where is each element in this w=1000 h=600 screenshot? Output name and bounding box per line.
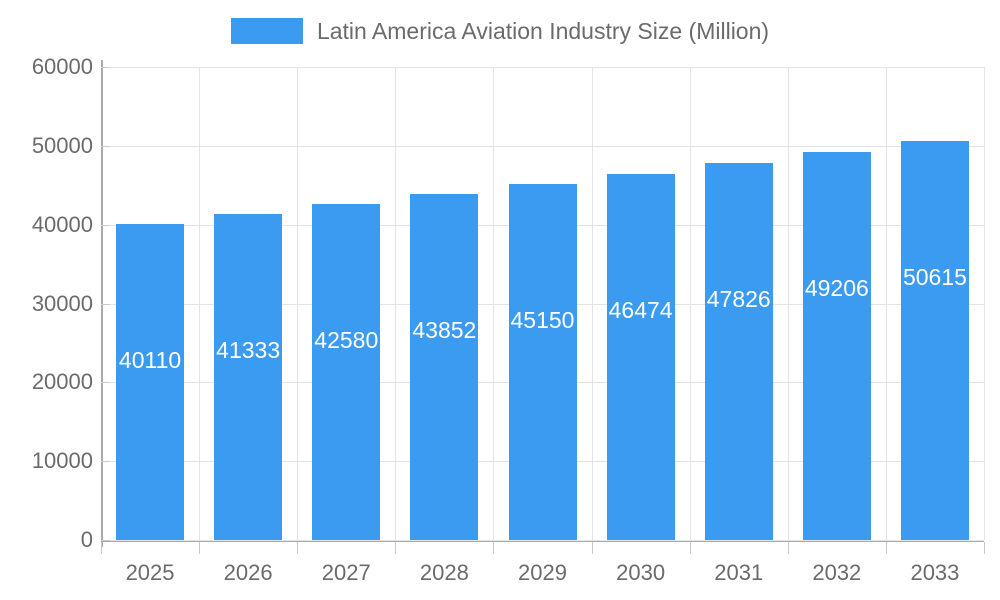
bar[interactable]: 40110 [116,223,185,540]
y-axis-tick-label: 50000 [31,132,93,158]
bar-value-label: 43852 [412,317,477,344]
x-axis-tick-mark [297,542,298,554]
y-axis-tick-mark [101,461,110,463]
legend-item-series-1[interactable]: Latin America Aviation Industry Size (Mi… [230,18,770,44]
gridline-vertical [493,67,494,540]
legend-label: Latin America Aviation Industry Size (Mi… [316,18,770,44]
bar[interactable]: 43852 [410,194,479,540]
gridline-vertical [984,67,985,540]
x-axis-tick-label: 2030 [616,560,666,585]
bar-value-label: 50615 [902,264,967,290]
bar[interactable]: 50615 [900,141,969,540]
gridline-vertical [788,67,789,540]
gridline-horizontal [101,540,984,541]
y-axis-tick-label: 60000 [31,54,93,79]
bar[interactable]: 46474 [606,173,675,540]
bar[interactable]: 47826 [704,162,773,540]
x-axis-tick-mark [690,542,691,554]
y-axis-tick-mark [101,540,110,541]
bar[interactable]: 45150 [508,184,577,540]
bar-value-label: 47826 [706,285,771,312]
y-axis-tick-mark [101,145,110,147]
x-axis-tick-mark [395,542,396,554]
y-axis-tick-label: 10000 [31,448,93,474]
y-axis-tick-label: 0 [80,527,93,552]
x-axis-tick-mark [886,542,887,554]
plot-area: 40110 41333 42580 43852 45150 46474 47826 49206… [101,67,985,541]
x-axis-tick-mark [199,542,200,554]
legend-color-swatch [230,18,303,44]
x-axis-tick-label: 2027 [321,560,371,585]
gridline-horizontal [101,145,984,147]
y-axis-tick-mark [101,224,110,226]
x-axis-tick-label: 2029 [518,560,567,585]
gridline-vertical [592,67,593,540]
bar[interactable]: 42580 [312,204,381,540]
x-axis-tick-label: 2028 [419,560,469,585]
bar-value-label: 46474 [608,296,673,323]
y-axis-tick-label: 30000 [31,290,93,316]
gridline-vertical [395,67,396,540]
x-axis-tick-mark [984,542,985,554]
bar-value-label: 42580 [314,327,379,354]
bar[interactable]: 41333 [214,214,283,540]
y-axis-tick-mark [101,67,110,68]
gridline-vertical [297,67,298,540]
gridline-vertical [886,67,887,540]
bar-value-label: 41333 [216,337,281,364]
gridline-horizontal [101,67,984,68]
chart-legend: Latin America Aviation Industry Size (Mi… [0,13,1000,49]
x-axis-tick-label: 2025 [125,560,175,585]
bar[interactable]: 49206 [802,152,871,540]
x-axis-tick-mark [101,542,102,554]
x-axis-tick-label: 2033 [910,560,960,585]
bar-value-label: 40110 [118,346,182,373]
gridline-vertical [690,67,691,540]
x-axis-tick-label: 2026 [223,560,273,585]
bar-value-label: 45150 [510,307,575,334]
x-axis-tick-mark [493,542,494,554]
x-axis-line [101,540,984,542]
gridline-vertical [199,67,200,540]
x-axis-tick-mark [592,542,593,554]
y-axis-labels: 0 10000 20000 30000 40000 50000 60000 [0,0,93,600]
y-axis-tick-label: 40000 [31,211,93,237]
y-axis-tick-label: 20000 [31,369,93,395]
x-axis-tick-mark [788,542,789,554]
x-axis-tick-label: 2032 [812,560,862,585]
bar-value-label: 49206 [804,275,869,302]
x-axis-tick-label: 2031 [714,560,764,585]
y-axis-tick-mark [101,303,110,305]
y-axis-tick-mark [101,382,110,384]
